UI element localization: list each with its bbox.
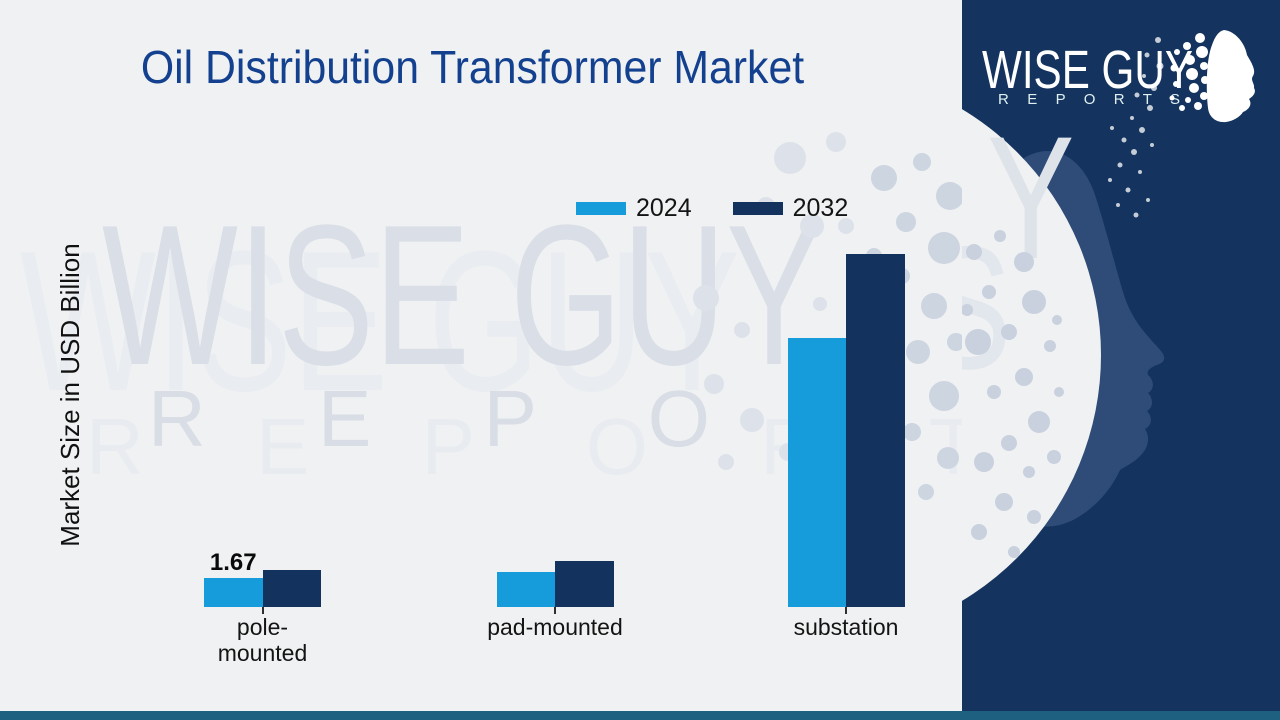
footer-bar <box>0 711 1280 720</box>
watermark-wordmark-shadow: WISE GUY <box>20 210 741 433</box>
y-axis-label: Market Size in USD Billion <box>55 243 85 547</box>
x-axis-tick-substation <box>845 607 847 614</box>
bar-2032-pad-mounted <box>555 561 614 607</box>
watermark-wordmark: WISE GUY <box>102 184 823 407</box>
bar-2024-pad-mounted <box>496 572 555 607</box>
x-axis-tick-pole-mounted <box>261 607 264 614</box>
logo-head-icon <box>1108 30 1255 218</box>
panel-brain-dots <box>962 230 1064 558</box>
bar-value-label: 1.67 <box>209 549 257 576</box>
bar-2024-pole-mounted <box>204 578 263 607</box>
x-axis-tick-pad-mounted <box>554 607 556 614</box>
legend-label-2032: 2032 <box>792 193 849 222</box>
bar-2032-substation <box>846 254 905 607</box>
category-label-pad-mounted: pad-mounted <box>487 614 623 640</box>
category-label-substation: substation <box>793 614 899 640</box>
logo-head-dots <box>1169 33 1209 111</box>
category-label-pole-mounted: pole-mounted <box>217 614 308 666</box>
logo-scatter-dots <box>1108 37 1164 218</box>
logo-wordmark: WISE GUY <box>982 40 1193 100</box>
legend-label-2024: 2024 <box>636 193 692 222</box>
bar-2032-pole-mounted <box>262 570 321 607</box>
logo-reports: R E P O R T S <box>998 91 1180 108</box>
chart-title: Oil Distribution Transformer Market <box>140 41 805 93</box>
bar-2024-substation <box>787 338 846 607</box>
legend-swatch-2024 <box>576 201 626 215</box>
legend: 2024 2032 <box>576 193 849 222</box>
brand-panel: Y S WISE GUY R E P O R T S <box>962 0 1280 712</box>
legend-swatch-2032 <box>732 201 783 215</box>
